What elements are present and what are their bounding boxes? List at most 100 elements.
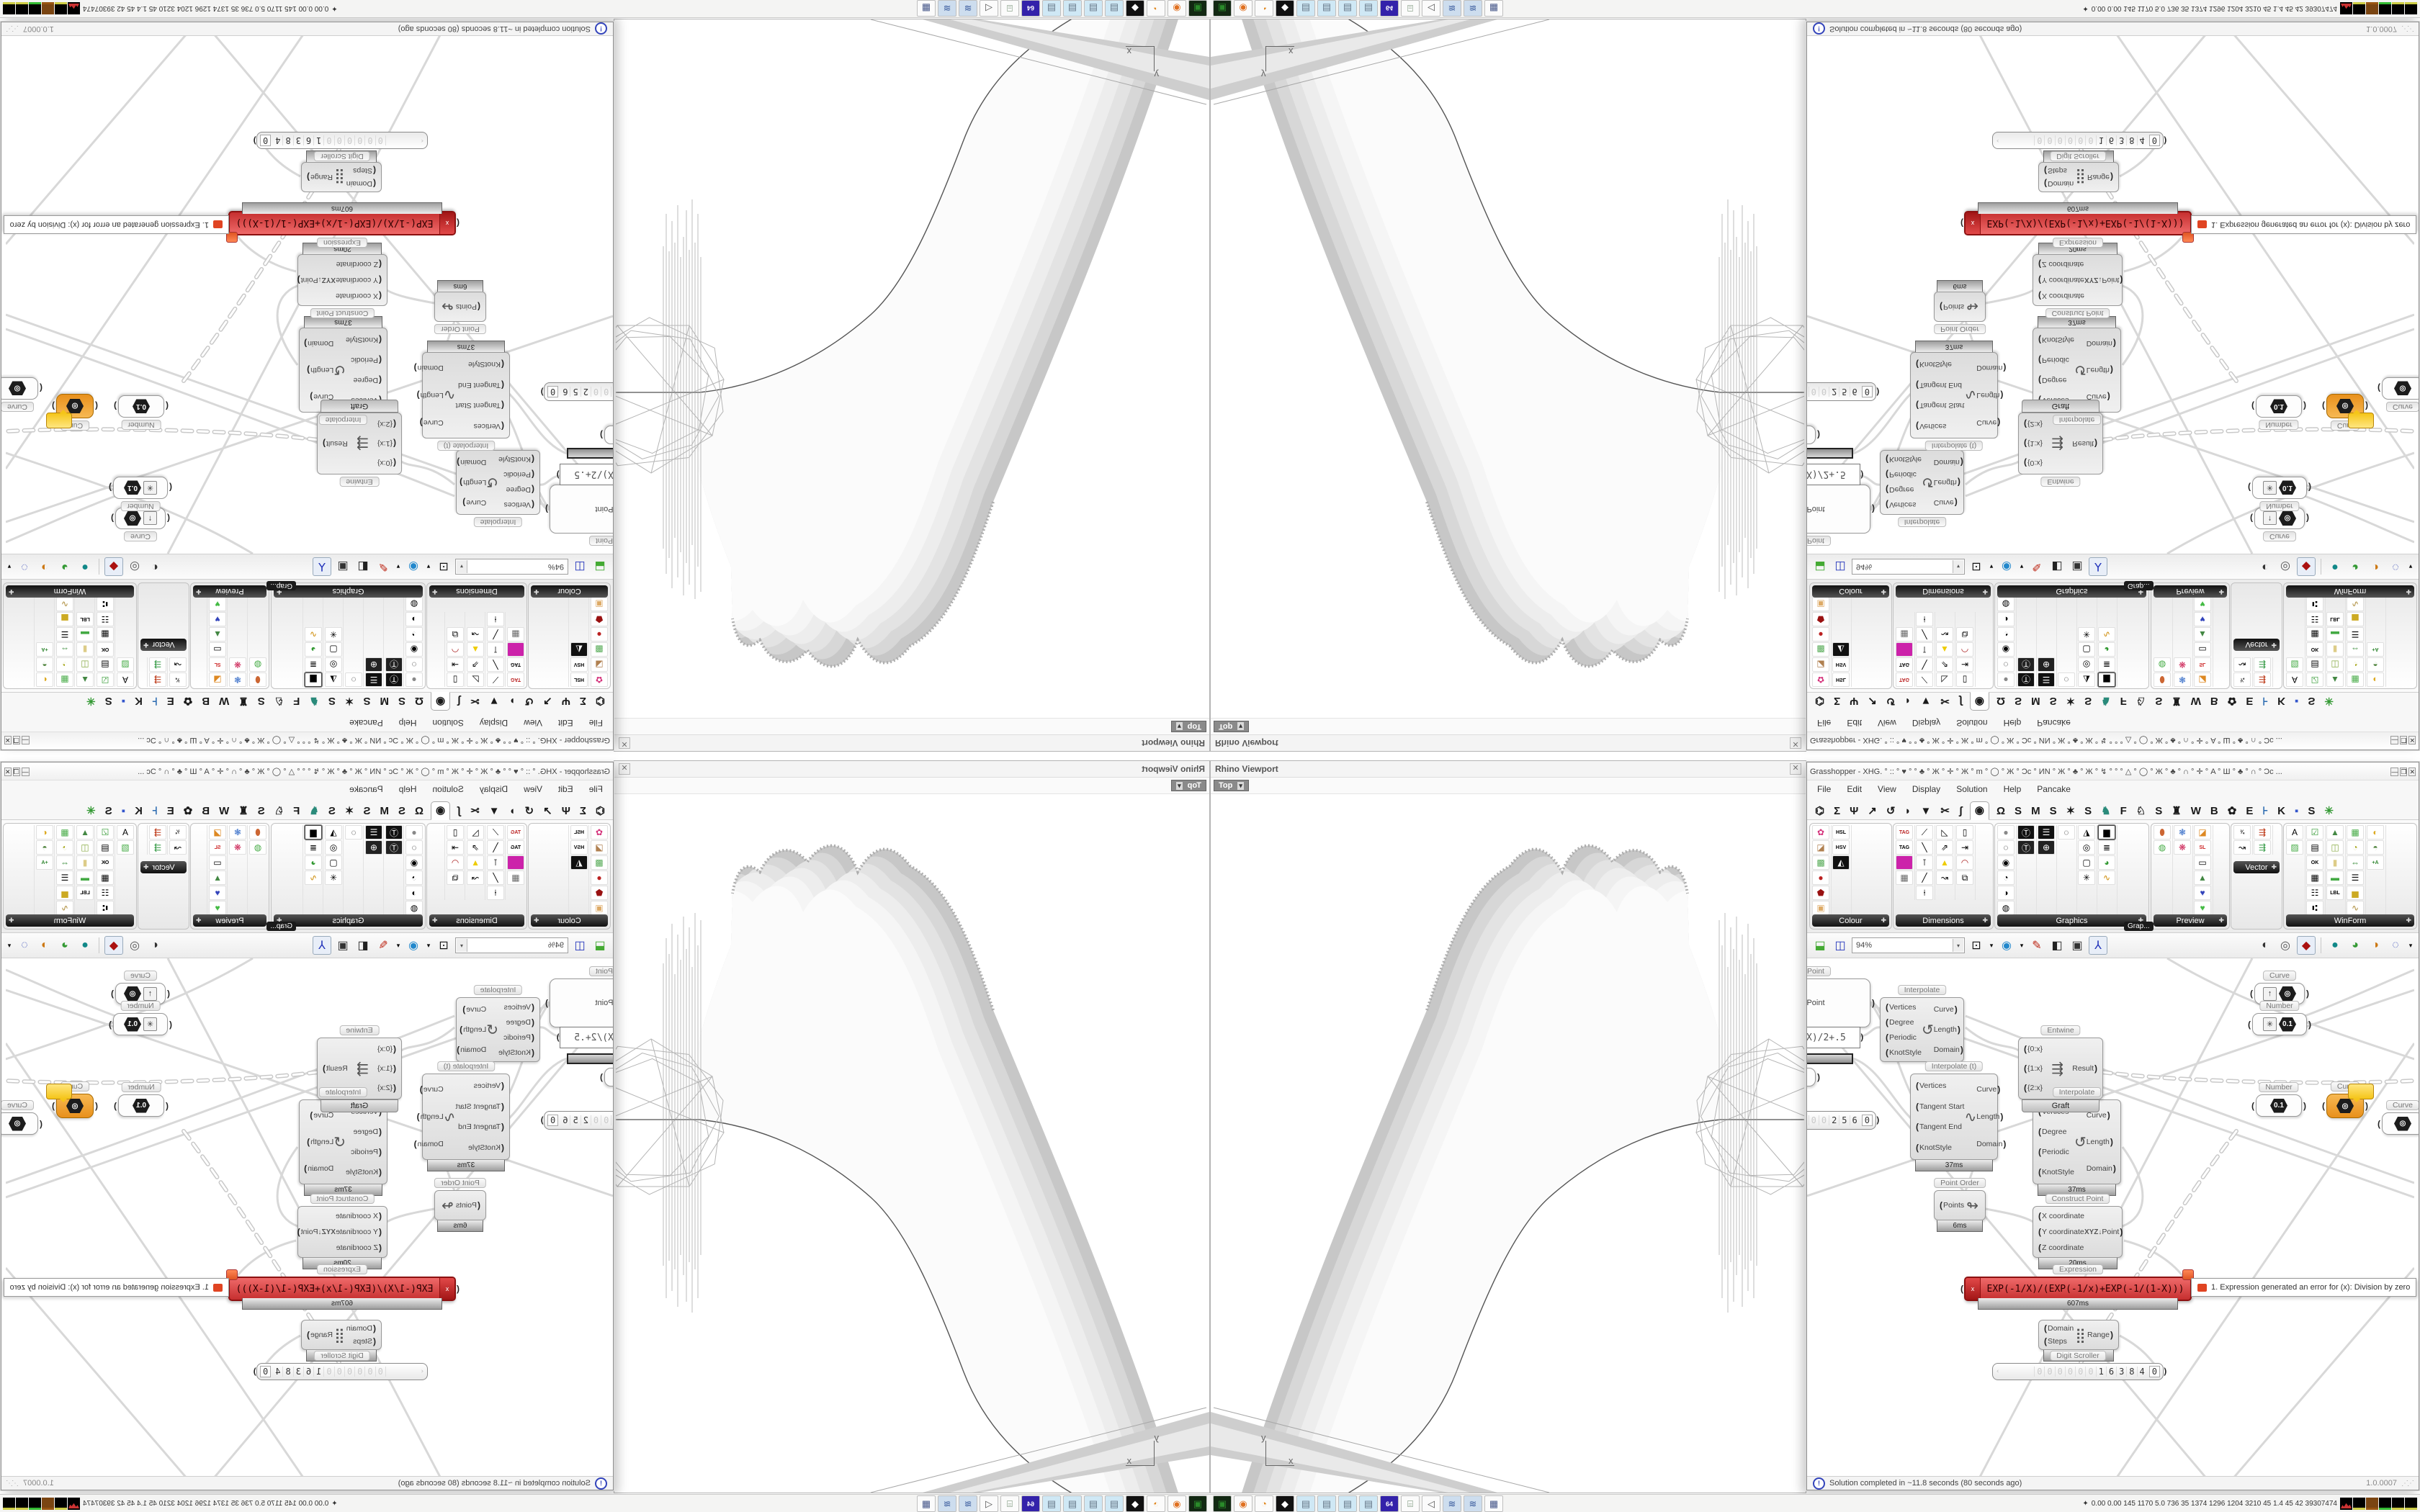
input-port[interactable]: ({1:x} (2024, 438, 2043, 449)
menu-item-help[interactable]: Help (398, 718, 417, 728)
component-icon[interactable]: ● (1812, 627, 1829, 642)
panel-panel[interactable]: X)/2+.5) (1807, 1027, 1865, 1048)
component-icon[interactable]: ▦ (507, 627, 524, 642)
component-icon[interactable]: ⧉ (447, 627, 464, 642)
component-icon[interactable]: ⬮ (2154, 825, 2171, 840)
component-icon[interactable]: ◮ (2078, 825, 2095, 840)
component-icon[interactable]: ▨ (117, 657, 134, 672)
category-tab-25[interactable]: ⊦ (151, 695, 158, 707)
component-body[interactable]: (Vertices(Tangent Start(Tangent End(Knot… (1910, 352, 2006, 438)
component-icon[interactable]: ❋ (229, 657, 246, 672)
category-tab-1[interactable]: Σ (1834, 805, 1841, 817)
menu-item-pancake[interactable]: Pancake (349, 718, 383, 728)
digit-cell[interactable]: 0 (355, 1367, 366, 1377)
input-port[interactable]: (KnotStyle (1916, 1142, 1952, 1153)
digit-scroller-scroll[interactable]: Digit Scroller ‹ 0 0 0 0 0 0 1 6 3 8 4 0) (252, 1351, 428, 1380)
component-icon[interactable]: ● (1812, 870, 1829, 885)
category-tab-20[interactable]: ♜ (2172, 805, 2182, 817)
component-icon[interactable]: ╱ (1916, 627, 1933, 642)
category-tab-29[interactable]: ✳ (2324, 805, 2334, 817)
input-port[interactable]: ({0:x} (2024, 1044, 2043, 1055)
zoom-input[interactable]: 94% ▾ (1852, 559, 1965, 575)
digit-cell-decimal[interactable]: 0 (547, 1115, 559, 1126)
component-body[interactable]: (Vertices(Degree(Periodic(KnotStyle↺Curv… (1880, 997, 1964, 1062)
input-port[interactable]: (Points (1940, 1200, 1965, 1210)
category-tab-1[interactable]: Σ (1834, 695, 1841, 707)
component-icon[interactable]: ◍ (249, 657, 266, 672)
output-port[interactable]: Curve) (1976, 1084, 2001, 1094)
expand-icon[interactable]: ✚ (432, 917, 438, 924)
category-tab-22[interactable]: B (2210, 695, 2218, 707)
input-port[interactable]: ({2:x} (377, 1082, 396, 1093)
menu-item-file[interactable]: File (588, 784, 603, 794)
category-tab-16[interactable]: ♞ (2101, 695, 2111, 707)
curve-param[interactable]: Curve(◎) (1, 377, 42, 412)
speaker-icon[interactable]: ◁ (1422, 0, 1440, 17)
green-sphere-icon[interactable]: ◕ (61, 939, 68, 951)
wireframe-box-icon[interactable]: ◧ (357, 940, 369, 952)
curve-param[interactable]: Curve(◎) (1, 1100, 42, 1135)
component-icon[interactable]: ▬ (76, 870, 94, 885)
param-pill[interactable]: (Point) (1807, 485, 1875, 534)
output-port[interactable]: Length) (416, 1112, 444, 1122)
input-port[interactable]: (Domain (2044, 1323, 2074, 1333)
point-param[interactable]: Point(Point) (545, 966, 613, 1027)
component-icon[interactable]: ⇗ (467, 657, 484, 672)
component-icon[interactable]: ❃ (229, 672, 246, 687)
component-icon[interactable]: ¾ (169, 672, 187, 687)
notepad-icon[interactable]: ▤ (1105, 0, 1124, 17)
sketch-pen-icon[interactable]: ✎ (2032, 940, 2042, 952)
palette-group-label[interactable]: Graphics ✚ (274, 914, 423, 927)
component-icon[interactable]: SL (209, 657, 226, 672)
digit-cell[interactable]: 0 (2085, 1367, 2095, 1377)
output-port[interactable]: Range) (2087, 172, 2113, 182)
component-icon[interactable]: ▅ (2347, 612, 2364, 626)
green-sphere-icon[interactable]: ◕ (2352, 939, 2359, 951)
callout-balloon-icon[interactable] (46, 1084, 72, 1099)
chevron-down-icon[interactable]: ▾ (1953, 560, 1963, 573)
input-port[interactable]: (Steps (353, 166, 376, 176)
output-port[interactable]: Length) (1933, 1025, 1960, 1035)
chevron-down-icon[interactable]: ▾ (1237, 781, 1244, 790)
component-icon[interactable]: TAG (507, 825, 524, 840)
menu-item-edit[interactable]: Edit (557, 784, 573, 794)
notepad-icon[interactable]: ▤ (1063, 1495, 1082, 1512)
component-icon[interactable]: ⊺ (487, 642, 504, 657)
menu-item-file[interactable]: File (1817, 784, 1832, 794)
expression-expr[interactable]: Expression(x EXP(-1/X)/(EXP(-1/x)+EXP(-1/… (228, 202, 460, 248)
chevron-down-icon[interactable]: ▾ (426, 563, 431, 571)
zoom-input[interactable]: 94% ▾ (455, 937, 568, 953)
digit-cell[interactable]: 0 (1808, 387, 1819, 397)
category-tab-2[interactable]: Ψ (1850, 695, 1859, 707)
category-tab-11[interactable]: S (398, 805, 405, 817)
component-icon[interactable]: ▯ (447, 825, 464, 840)
component-icon[interactable]: A (117, 825, 134, 840)
digit-cell[interactable]: 5 (570, 1115, 581, 1125)
chevron-down-icon[interactable]: ▾ (2020, 563, 2024, 571)
component-icon[interactable]: ▨ (117, 840, 134, 855)
gem-icon[interactable]: ◆ (2297, 557, 2316, 576)
component-icon[interactable]: TAG (1896, 657, 1913, 672)
digit-cell[interactable]: 5 (570, 387, 581, 397)
category-tab-9[interactable]: ◉ (1969, 801, 1990, 820)
category-tab-12[interactable]: M (380, 695, 389, 707)
category-tab-20[interactable]: ♜ (238, 805, 248, 817)
close-icon[interactable]: ✕ (1790, 737, 1801, 749)
param-pill[interactable]: (✳ 0.1) (2248, 1013, 2311, 1035)
menu-item-edit[interactable]: Edit (557, 718, 573, 728)
digit-cell[interactable]: 2 (1829, 387, 1839, 397)
output-port[interactable]: Curve) (1976, 418, 2001, 428)
input-port[interactable]: (Steps (353, 1336, 376, 1346)
input-port[interactable]: (Vertices (1886, 1002, 1917, 1012)
component-icon[interactable]: SL (209, 840, 226, 855)
chevron-down-icon[interactable]: ▾ (2020, 941, 2024, 949)
digit-cell[interactable]: 4 (273, 135, 284, 145)
digit-cell[interactable]: 0 (2044, 1367, 2054, 1377)
component-icon[interactable]: ▤ (97, 657, 114, 672)
component-icon[interactable]: ◭ (570, 642, 588, 657)
chevron-down-icon[interactable]: ▾ (2408, 941, 2413, 949)
number-param[interactable]: Number(✳ 0.1) (2248, 1001, 2311, 1035)
component-icon[interactable]: ◍ (2154, 657, 2171, 672)
category-tab-18[interactable]: ♘ (274, 805, 284, 817)
component-icon[interactable]: ▲ (2326, 672, 2344, 687)
